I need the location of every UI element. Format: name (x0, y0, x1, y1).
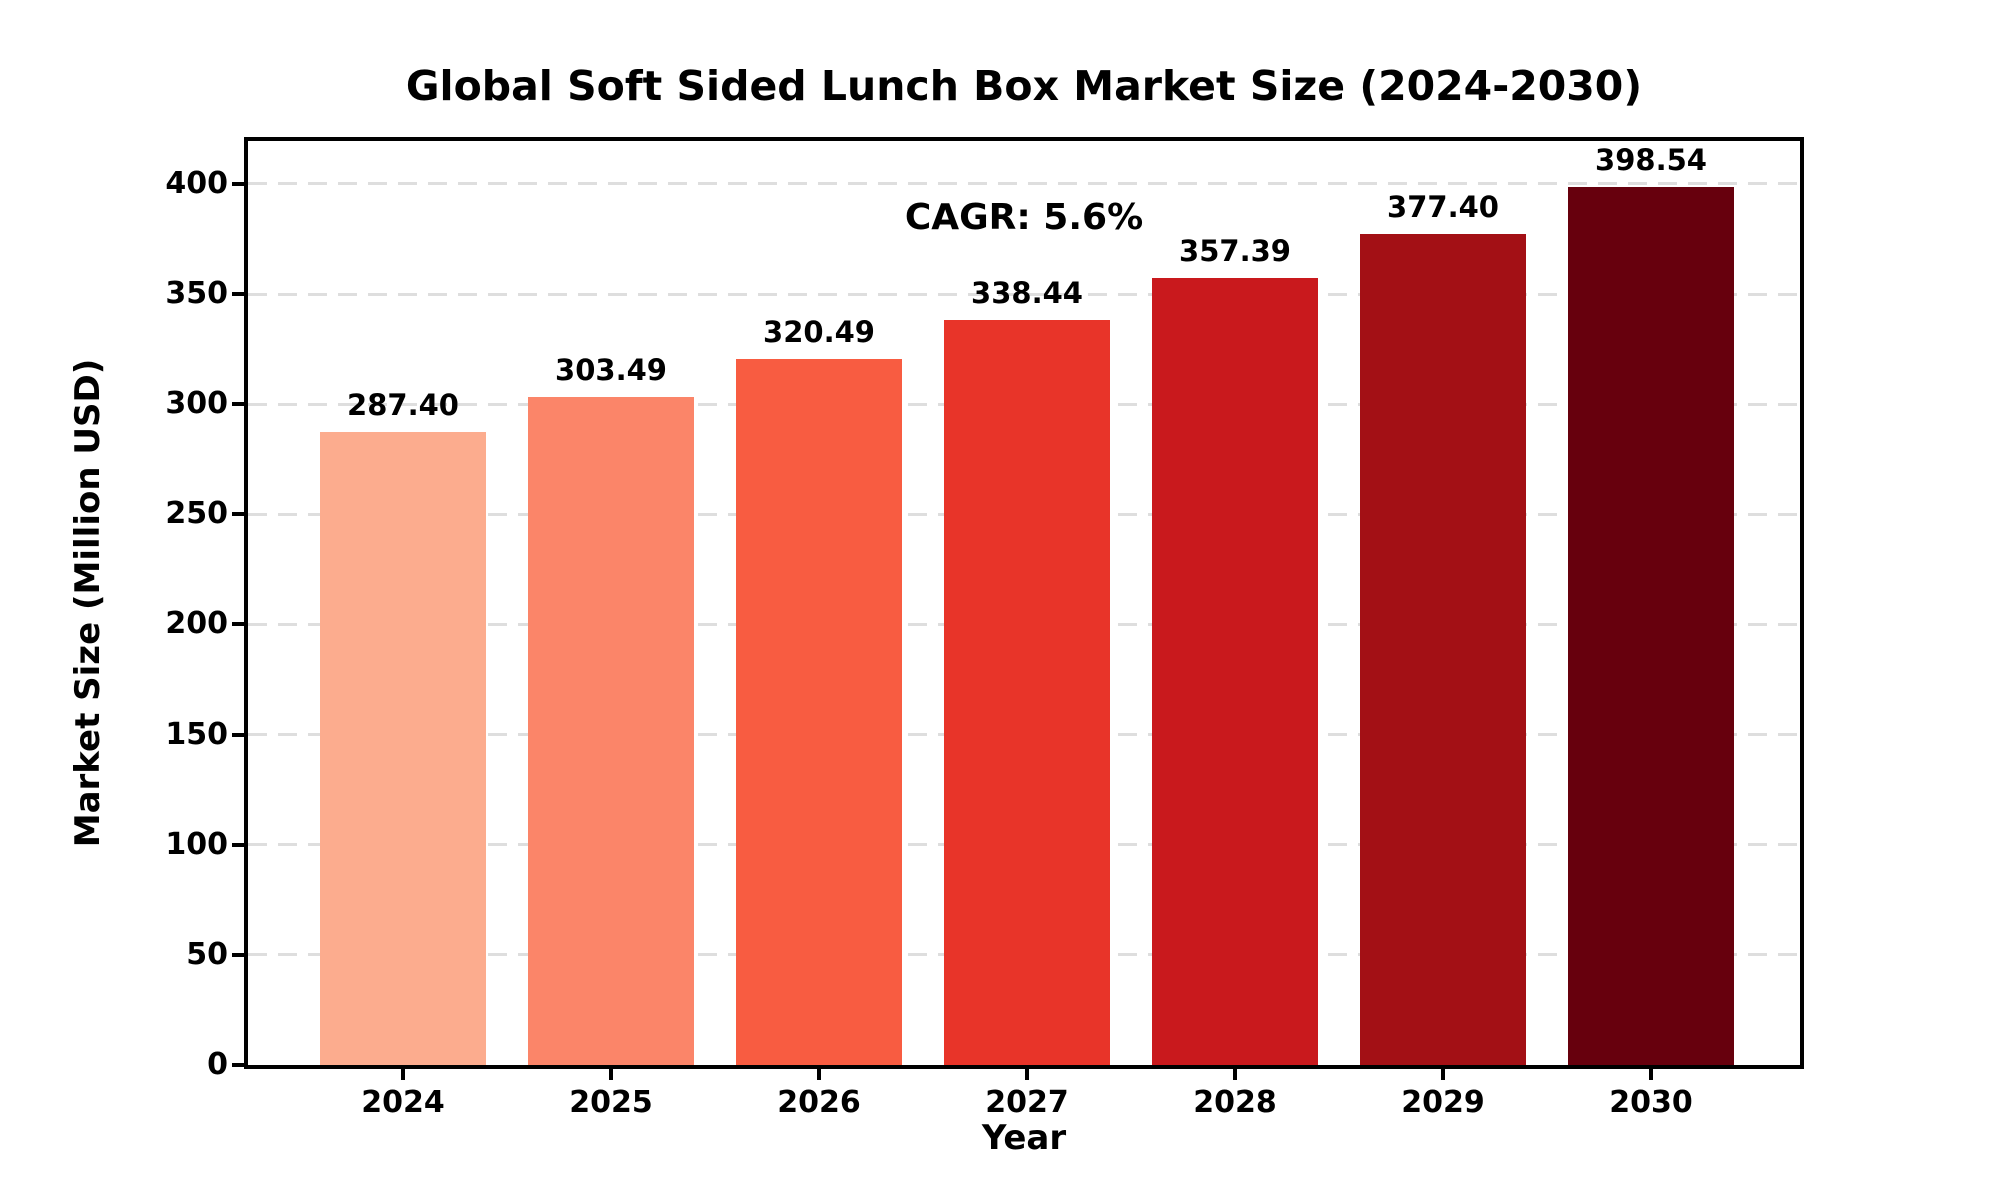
gridline-350 (248, 292, 1800, 296)
xtick-label-2026: 2026 (777, 1085, 861, 1120)
bar-value-label-2029: 377.40 (1387, 189, 1499, 224)
ytick-mark-300 (232, 402, 244, 407)
bar-2026 (736, 359, 902, 1065)
ytick-label-300: 300 (165, 386, 228, 422)
ytick-label-0: 0 (207, 1047, 228, 1082)
chart-title: Global Soft Sided Lunch Box Market Size … (405, 62, 1643, 110)
xtick-label-2025: 2025 (569, 1085, 653, 1120)
xtick-mark-2024 (401, 1069, 405, 1080)
bar-2028 (1152, 277, 1318, 1065)
bar-2027 (944, 319, 1110, 1065)
xtick-mark-2030 (1649, 1069, 1653, 1080)
ytick-mark-150 (232, 732, 244, 737)
ytick-label-50: 50 (186, 936, 228, 972)
xtick-mark-2029 (1441, 1069, 1445, 1080)
plot-area: 287.40 303.49 320.49 338.44 357.39 377.40 398.… (244, 137, 1804, 1069)
xtick-label-2030: 2030 (1609, 1085, 1693, 1120)
bar-2030 (1568, 187, 1734, 1065)
xtick-label-2027: 2027 (985, 1085, 1069, 1120)
ytick-label-250: 250 (165, 496, 228, 532)
bar-value-label-2028: 357.39 (1179, 233, 1291, 268)
ytick-mark-350 (232, 292, 244, 297)
bar-value-label-2027: 338.44 (971, 275, 1083, 310)
xtick-label-2029: 2029 (1401, 1085, 1485, 1120)
bar-value-label-2025: 303.49 (555, 352, 667, 387)
ytick-label-150: 150 (165, 716, 228, 752)
ytick-label-100: 100 (165, 826, 228, 862)
bar-2029 (1360, 233, 1526, 1065)
ytick-label-350: 350 (165, 276, 228, 312)
cagr-annotation: CAGR: 5.6% (904, 197, 1144, 238)
xtick-label-2028: 2028 (1193, 1085, 1277, 1120)
xtick-label-2024: 2024 (361, 1085, 445, 1120)
ytick-label-200: 200 (165, 606, 228, 642)
xtick-mark-2027 (1025, 1069, 1029, 1080)
xtick-mark-2025 (609, 1069, 613, 1080)
x-axis-title: Year (981, 1118, 1067, 1158)
ytick-mark-0 (232, 1063, 244, 1067)
bar-2024 (320, 431, 486, 1065)
ytick-mark-200 (232, 622, 244, 627)
bar-value-label-2024: 287.40 (347, 387, 459, 422)
ytick-mark-400 (232, 181, 244, 186)
xtick-mark-2028 (1233, 1069, 1237, 1080)
y-axis-title: Market Size (Million USD) (68, 358, 108, 848)
ytick-mark-250 (232, 512, 244, 517)
bar-2025 (528, 396, 694, 1065)
xtick-mark-2026 (817, 1069, 821, 1080)
bar-value-label-2030: 398.54 (1595, 143, 1707, 178)
ytick-mark-100 (232, 842, 244, 847)
ytick-label-400: 400 (165, 165, 228, 201)
bar-value-label-2026: 320.49 (763, 315, 875, 350)
gridline-400 (248, 182, 1800, 186)
ytick-mark-50 (232, 952, 244, 957)
